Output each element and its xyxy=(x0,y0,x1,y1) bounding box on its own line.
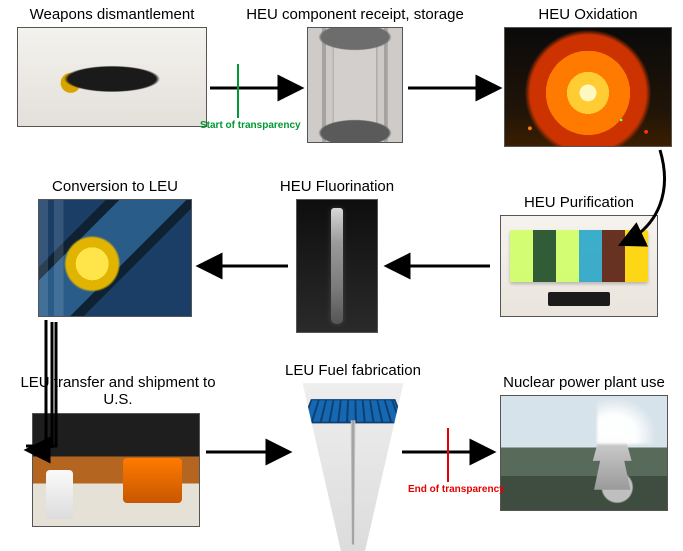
stage-image-barrel xyxy=(307,27,403,143)
stage-label: Weapons dismantlement xyxy=(12,6,212,23)
stage-label: HEU Purification xyxy=(494,194,664,211)
stage-label: Nuclear power plant use xyxy=(494,374,674,391)
stage-oxidation: HEU Oxidation xyxy=(500,6,676,147)
stage-power-plant: Nuclear power plant use xyxy=(494,374,674,511)
stage-dismantlement: Weapons dismantlement xyxy=(12,6,212,127)
stage-image-fluorination xyxy=(296,199,378,333)
stage-label: Conversion to LEU xyxy=(30,178,200,195)
stage-image-plant xyxy=(500,395,668,511)
stage-image-weapon xyxy=(17,27,207,127)
stage-image-shipment xyxy=(32,413,200,527)
stage-label: HEU component receipt, storage xyxy=(240,6,470,23)
stage-image-fuel xyxy=(293,383,413,551)
end-transparency-label: End of transparency xyxy=(408,484,505,495)
stage-fluorination: HEU Fluorination xyxy=(262,178,412,333)
start-transparency-label: Start of transparency xyxy=(200,120,301,131)
stage-image-conversion xyxy=(38,199,192,317)
stage-shipment: LEU transfer and shipment to U.S. xyxy=(8,374,228,527)
stage-label: LEU Fuel fabrication xyxy=(278,362,428,379)
stage-label: HEU Oxidation xyxy=(500,6,676,23)
stage-purification: HEU Purification xyxy=(494,194,664,317)
stage-image-purification xyxy=(500,215,658,317)
stage-label: LEU transfer and shipment to U.S. xyxy=(8,374,228,409)
stage-label: HEU Fluorination xyxy=(262,178,412,195)
stage-conversion-leu: Conversion to LEU xyxy=(30,178,200,317)
stage-image-oxidation xyxy=(504,27,672,147)
stage-fuel-fabrication: LEU Fuel fabrication xyxy=(278,362,428,551)
